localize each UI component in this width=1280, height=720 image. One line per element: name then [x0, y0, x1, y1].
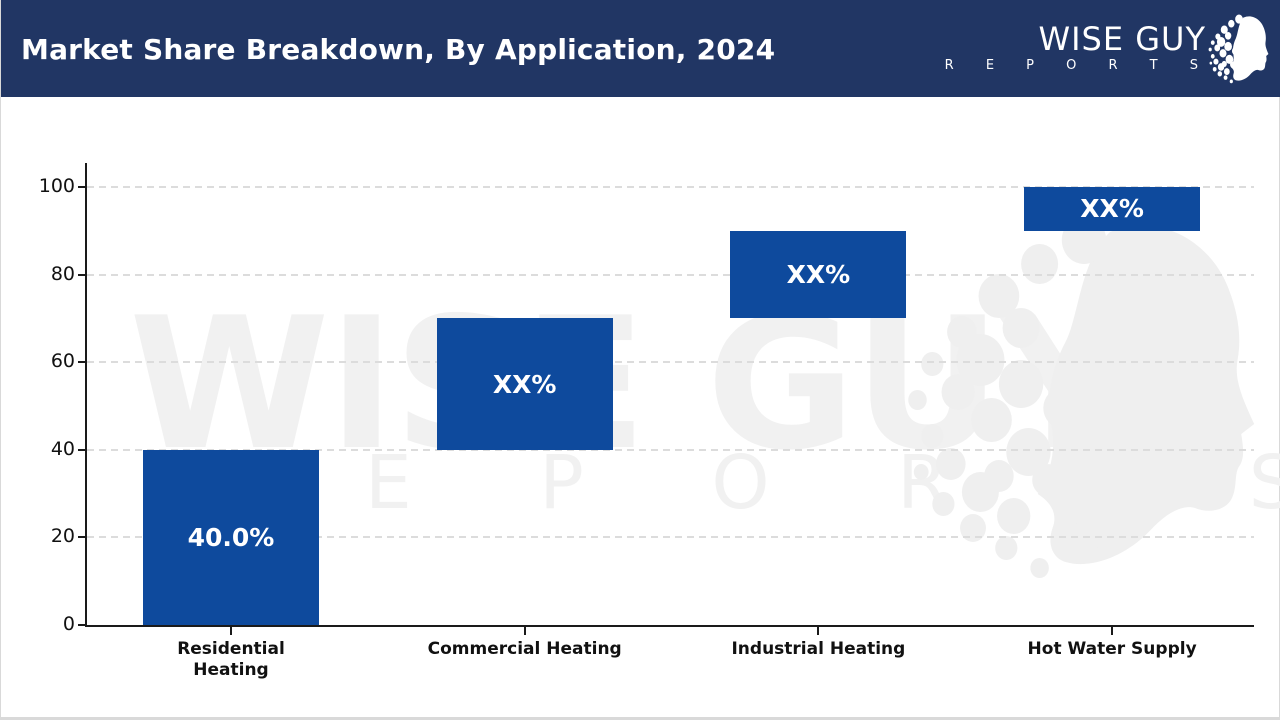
x-tick-mark [230, 627, 232, 635]
logo-subtitle: R E P O R T S [944, 58, 1212, 73]
bar-value-label: 40.0% [187, 522, 275, 552]
x-axis-spine [85, 625, 1254, 627]
x-axis-label-commercial-heating: Commercial Heating [405, 639, 645, 660]
y-tick-label: 20 [50, 525, 75, 548]
gridline [87, 186, 1254, 188]
chart-title: Market Share Breakdown, By Application, … [21, 33, 776, 66]
y-tick-mark [78, 448, 86, 451]
y-tick-mark [78, 186, 86, 188]
bar-value-label: XX% [786, 260, 851, 290]
bar-value-label: XX% [1080, 194, 1144, 224]
bottom-edge-border [1, 717, 1280, 720]
x-axis-label-line: Hot Water Supply [1027, 639, 1197, 659]
x-axis-label-line: Commercial Heating [427, 639, 622, 659]
logo-wordmark: WISE GUY [1038, 20, 1206, 58]
bar-industrial-heating: XX% [730, 230, 907, 319]
gridline [87, 361, 1254, 364]
x-axis-label-residential-heating: Residential Heating [111, 639, 351, 681]
y-tick-label: 60 [50, 350, 75, 373]
bar-commercial-heating: XX% [436, 318, 613, 450]
x-axis-label-line: Residential [177, 639, 285, 659]
y-tick-mark [78, 624, 86, 626]
x-tick-mark [817, 627, 820, 635]
y-tick-mark [78, 273, 86, 276]
y-tick-label: 100 [38, 175, 75, 197]
wiseguy-logo: WISE GUY R E P O R T S [945, 6, 1273, 92]
gridline [87, 273, 1254, 276]
y-axis-spine [85, 163, 87, 627]
y-tick-label: 40 [50, 437, 75, 460]
x-axis-label-line: Industrial Heating [731, 639, 906, 659]
x-axis-label-industrial-heating: Industrial Heating [698, 639, 938, 660]
y-tick-mark [78, 361, 86, 364]
bar-value-label: XX% [492, 369, 557, 399]
x-tick-mark [523, 627, 526, 635]
header-banner: Market Share Breakdown, By Application, … [1, 0, 1280, 97]
x-axis-label-hot-water-supply: Hot Water Supply [992, 639, 1232, 660]
x-tick-mark [1111, 627, 1114, 635]
gridline [87, 536, 1254, 539]
gridline [87, 448, 1254, 451]
y-tick-mark [78, 536, 86, 539]
bar-hot-water-supply: XX% [1024, 187, 1201, 231]
y-tick-label: 80 [50, 262, 75, 285]
bar-residential-heating: 40.0% [143, 449, 319, 625]
x-axis-label-line: Heating [193, 660, 269, 680]
y-tick-label: 0 [62, 613, 75, 635]
